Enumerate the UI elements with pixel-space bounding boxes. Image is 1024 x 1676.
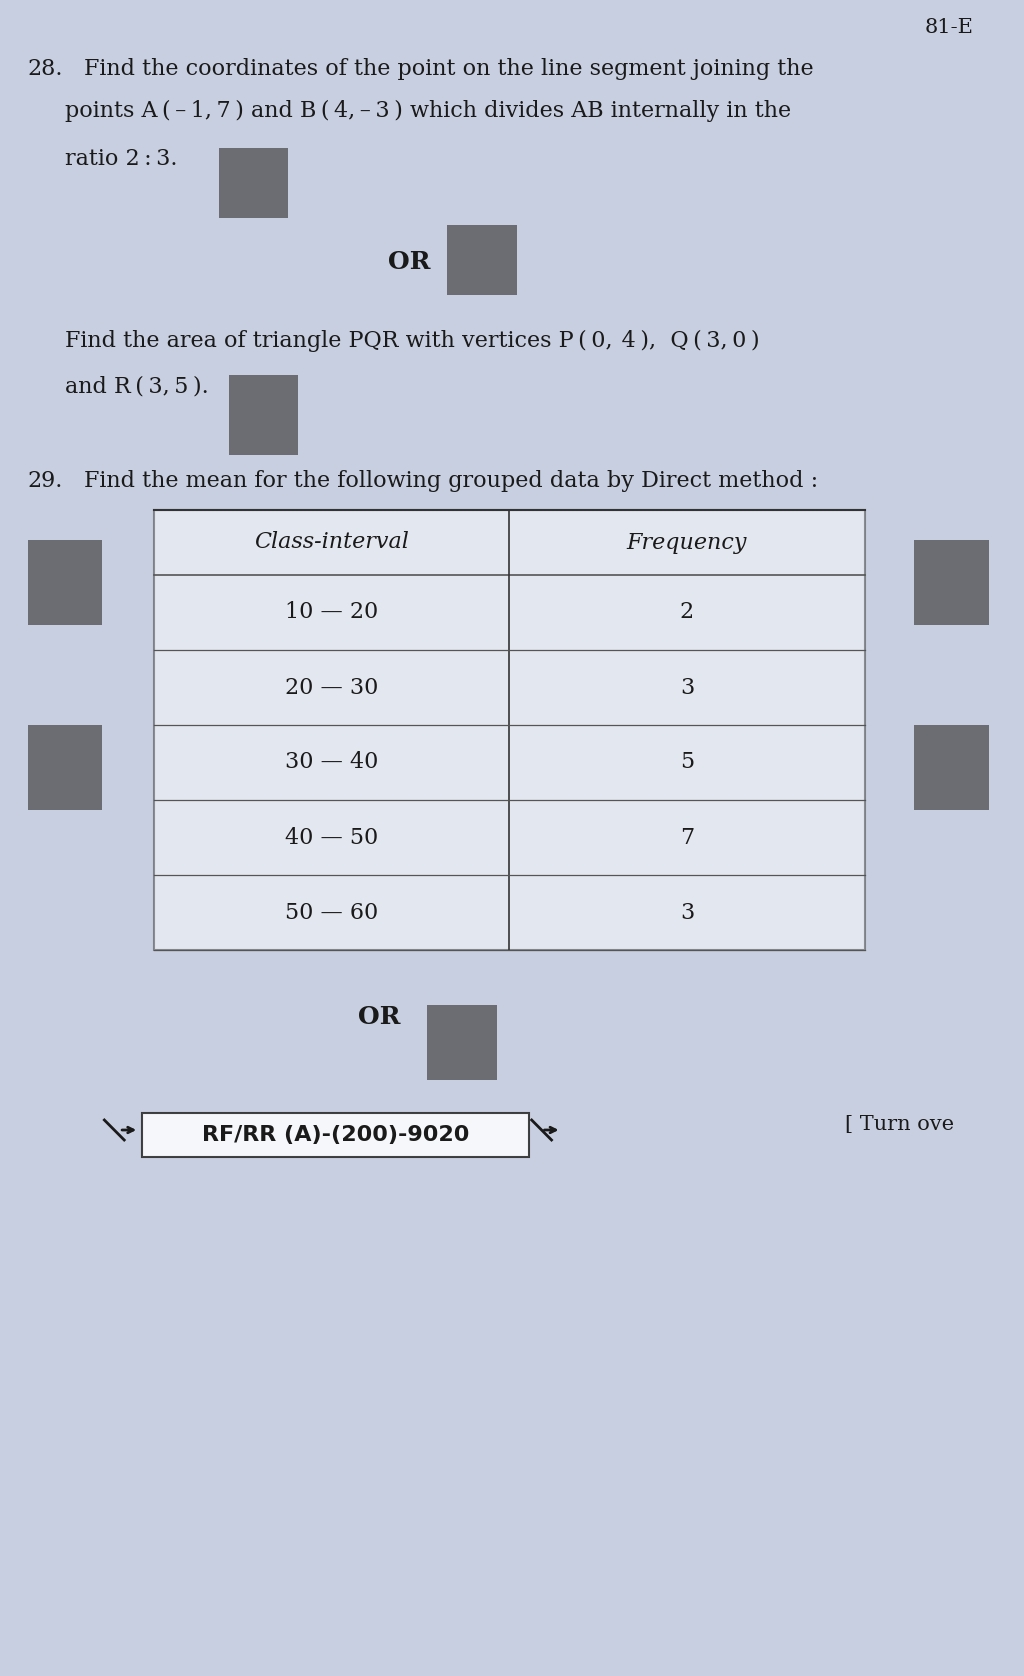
Text: OR: OR: [357, 1006, 400, 1029]
Text: points A ( – 1, 7 ) and B ( 4, – 3 ) which divides AB internally in the: points A ( – 1, 7 ) and B ( 4, – 3 ) whi…: [65, 101, 791, 122]
Text: Find the coordinates of the point on the line segment joining the: Find the coordinates of the point on the…: [84, 59, 814, 80]
Text: RF/RR (A)-(200)-9020: RF/RR (A)-(200)-9020: [202, 1125, 469, 1145]
Text: 3: 3: [680, 677, 694, 699]
Text: 3: 3: [680, 902, 694, 923]
Bar: [447, 225, 517, 295]
Text: 5: 5: [680, 751, 694, 774]
Text: Class-interval: Class-interval: [254, 531, 410, 553]
Text: 20 — 30: 20 — 30: [285, 677, 378, 699]
Bar: [28, 540, 102, 625]
Text: 81-E: 81-E: [925, 18, 974, 37]
Text: 2: 2: [680, 602, 694, 623]
Text: 30 — 40: 30 — 40: [285, 751, 378, 774]
Text: ratio 2 : 3.: ratio 2 : 3.: [65, 147, 177, 169]
Text: 7: 7: [680, 826, 694, 848]
Text: OR: OR: [387, 250, 430, 273]
Bar: [914, 540, 989, 625]
Text: [ Turn ove: [ Turn ove: [845, 1115, 954, 1135]
FancyBboxPatch shape: [142, 1113, 528, 1156]
Bar: [914, 726, 989, 810]
Bar: [228, 375, 298, 454]
Text: Find the mean for the following grouped data by Direct method :: Find the mean for the following grouped …: [84, 469, 818, 493]
Text: and R ( 3, 5 ).: and R ( 3, 5 ).: [65, 375, 208, 397]
Text: 50 — 60: 50 — 60: [285, 902, 378, 923]
Text: Frequency: Frequency: [627, 531, 748, 553]
Bar: [28, 726, 102, 810]
Bar: [219, 147, 288, 218]
Bar: [427, 1006, 497, 1079]
Bar: [154, 510, 864, 950]
Text: Find the area of triangle PQR with vertices P ( 0,  4 ),  Q ( 3, 0 ): Find the area of triangle PQR with verti…: [65, 330, 759, 352]
Text: 40 — 50: 40 — 50: [285, 826, 378, 848]
Text: 10 — 20: 10 — 20: [285, 602, 378, 623]
Text: 29.: 29.: [28, 469, 63, 493]
Text: 28.: 28.: [28, 59, 63, 80]
